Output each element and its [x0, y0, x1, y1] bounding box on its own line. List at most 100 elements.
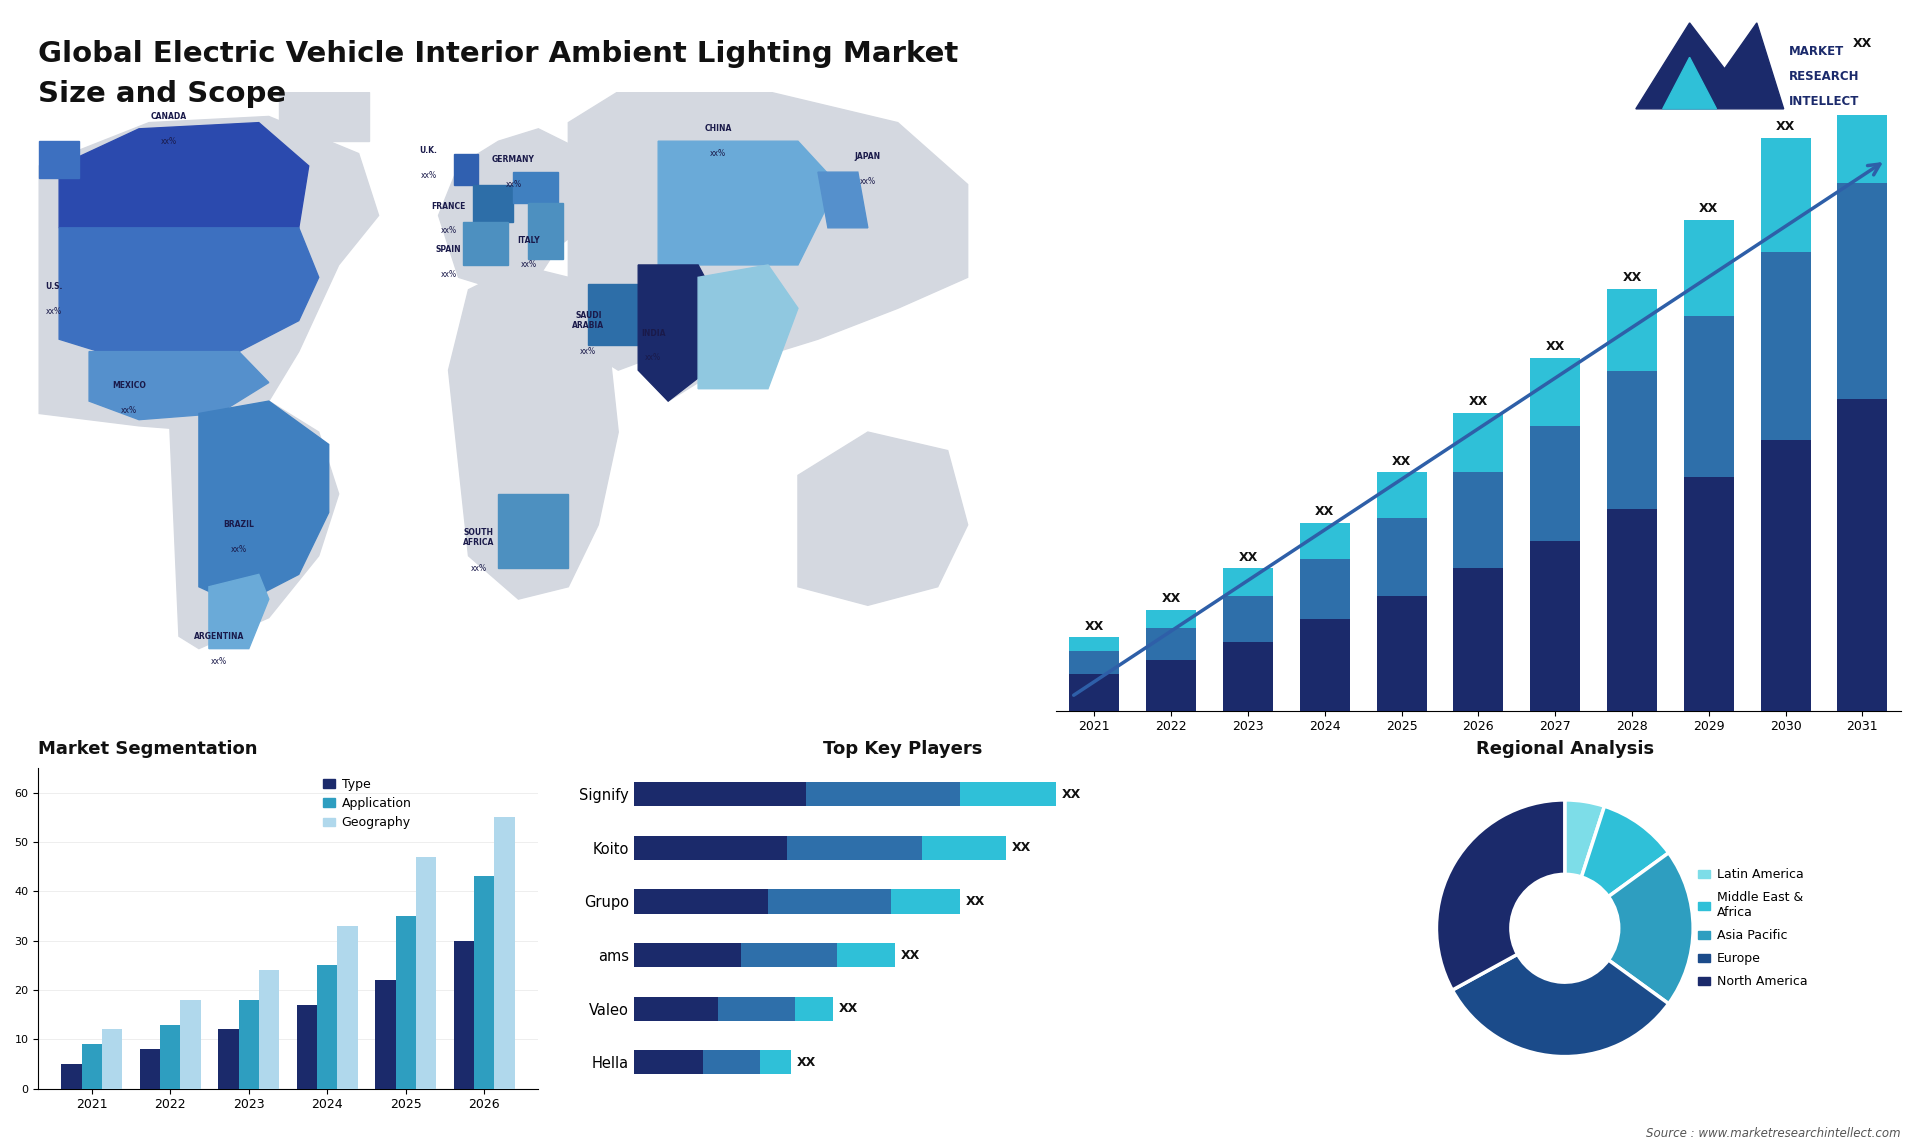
Bar	[417, 857, 436, 1089]
Text: U.K.: U.K.	[420, 146, 438, 155]
Bar	[1300, 619, 1350, 711]
Text: XX: XX	[1012, 841, 1031, 855]
Bar	[102, 1029, 123, 1089]
Bar	[760, 1050, 791, 1074]
Bar	[1377, 472, 1427, 518]
Bar	[1761, 252, 1811, 440]
Polygon shape	[209, 574, 269, 649]
Text: Market Segmentation: Market Segmentation	[38, 740, 257, 758]
Polygon shape	[60, 228, 319, 352]
Text: U.S.: U.S.	[46, 282, 63, 291]
Bar	[1146, 628, 1196, 660]
Bar	[703, 1050, 760, 1074]
Polygon shape	[588, 283, 659, 345]
Bar	[1453, 568, 1503, 711]
Polygon shape	[60, 123, 309, 228]
Bar	[238, 999, 259, 1089]
Polygon shape	[659, 141, 837, 265]
Bar	[806, 783, 960, 807]
Bar	[768, 889, 891, 913]
Bar	[634, 1050, 703, 1074]
Text: XX: XX	[900, 949, 920, 961]
Bar	[1069, 637, 1119, 651]
Text: XX: XX	[1622, 272, 1642, 284]
Text: xx%: xx%	[710, 149, 726, 158]
Text: GERMANY: GERMANY	[492, 155, 536, 164]
Text: xx%: xx%	[520, 260, 536, 269]
Polygon shape	[278, 92, 369, 141]
Bar	[634, 997, 718, 1021]
Bar	[787, 835, 922, 860]
Bar	[1300, 523, 1350, 559]
Bar	[474, 877, 495, 1089]
Text: XX: XX	[1162, 592, 1181, 605]
Polygon shape	[463, 221, 509, 265]
Wedge shape	[1609, 853, 1693, 1004]
Text: XX: XX	[1546, 340, 1565, 353]
Bar	[795, 997, 833, 1021]
Bar	[296, 1005, 317, 1089]
Bar	[374, 980, 396, 1089]
Polygon shape	[568, 265, 668, 352]
Polygon shape	[453, 154, 478, 185]
Legend: Latin America, Middle East &
Africa, Asia Pacific, Europe, North America: Latin America, Middle East & Africa, Asi…	[1693, 863, 1812, 994]
Bar	[1377, 596, 1427, 711]
Bar	[159, 1025, 180, 1089]
Polygon shape	[474, 185, 513, 221]
Text: Global Electric Vehicle Interior Ambient Lighting Market: Global Electric Vehicle Interior Ambient…	[38, 40, 958, 68]
Bar	[1453, 413, 1503, 472]
Bar	[1530, 358, 1580, 426]
Text: xx%: xx%	[580, 347, 597, 356]
Wedge shape	[1565, 800, 1605, 877]
Bar	[634, 889, 768, 913]
Text: RESEARCH: RESEARCH	[1789, 70, 1860, 84]
Legend: Type, Application, Geography: Type, Application, Geography	[319, 774, 415, 833]
Bar	[634, 943, 741, 967]
Text: XX: XX	[1238, 551, 1258, 564]
Text: FRANCE: FRANCE	[432, 202, 467, 211]
Bar	[1069, 674, 1119, 711]
Bar	[634, 835, 787, 860]
Polygon shape	[169, 395, 338, 649]
Text: xx%: xx%	[230, 545, 248, 555]
Bar	[1684, 477, 1734, 711]
Polygon shape	[200, 401, 328, 605]
Text: XX: XX	[1853, 38, 1872, 50]
Text: SAUDI
ARABIA: SAUDI ARABIA	[572, 311, 605, 330]
Bar	[259, 971, 280, 1089]
Text: MARKET: MARKET	[1789, 45, 1845, 58]
Bar	[1300, 559, 1350, 619]
Bar	[1607, 289, 1657, 371]
Text: CHINA: CHINA	[705, 124, 732, 133]
Bar	[495, 817, 515, 1089]
Text: ITALY: ITALY	[516, 236, 540, 245]
Text: Size and Scope: Size and Scope	[38, 80, 286, 108]
Text: ARGENTINA: ARGENTINA	[194, 631, 244, 641]
Text: BRAZIL: BRAZIL	[223, 520, 253, 529]
Text: xx%: xx%	[161, 136, 177, 146]
Polygon shape	[699, 265, 799, 388]
Text: xx%: xx%	[505, 180, 522, 189]
Text: XX: XX	[839, 1002, 858, 1015]
Bar	[180, 999, 202, 1089]
Bar	[634, 783, 806, 807]
Bar	[1146, 660, 1196, 711]
Text: XX: XX	[1699, 203, 1718, 215]
Text: MEXICO: MEXICO	[111, 382, 146, 390]
Text: CANADA: CANADA	[152, 112, 186, 121]
Bar	[1607, 371, 1657, 509]
Bar	[1223, 596, 1273, 642]
Bar	[1530, 426, 1580, 541]
Polygon shape	[38, 141, 79, 179]
Bar	[1453, 472, 1503, 568]
Bar	[1684, 316, 1734, 477]
Bar	[960, 783, 1056, 807]
Wedge shape	[1452, 955, 1668, 1057]
Text: SPAIN: SPAIN	[436, 245, 461, 254]
Text: XX: XX	[1469, 395, 1488, 408]
Text: xx%: xx%	[470, 564, 486, 573]
Text: xx%: xx%	[645, 353, 660, 362]
Bar	[338, 926, 357, 1089]
Text: JAPAN: JAPAN	[854, 152, 881, 162]
Text: INDIA: INDIA	[641, 329, 666, 338]
